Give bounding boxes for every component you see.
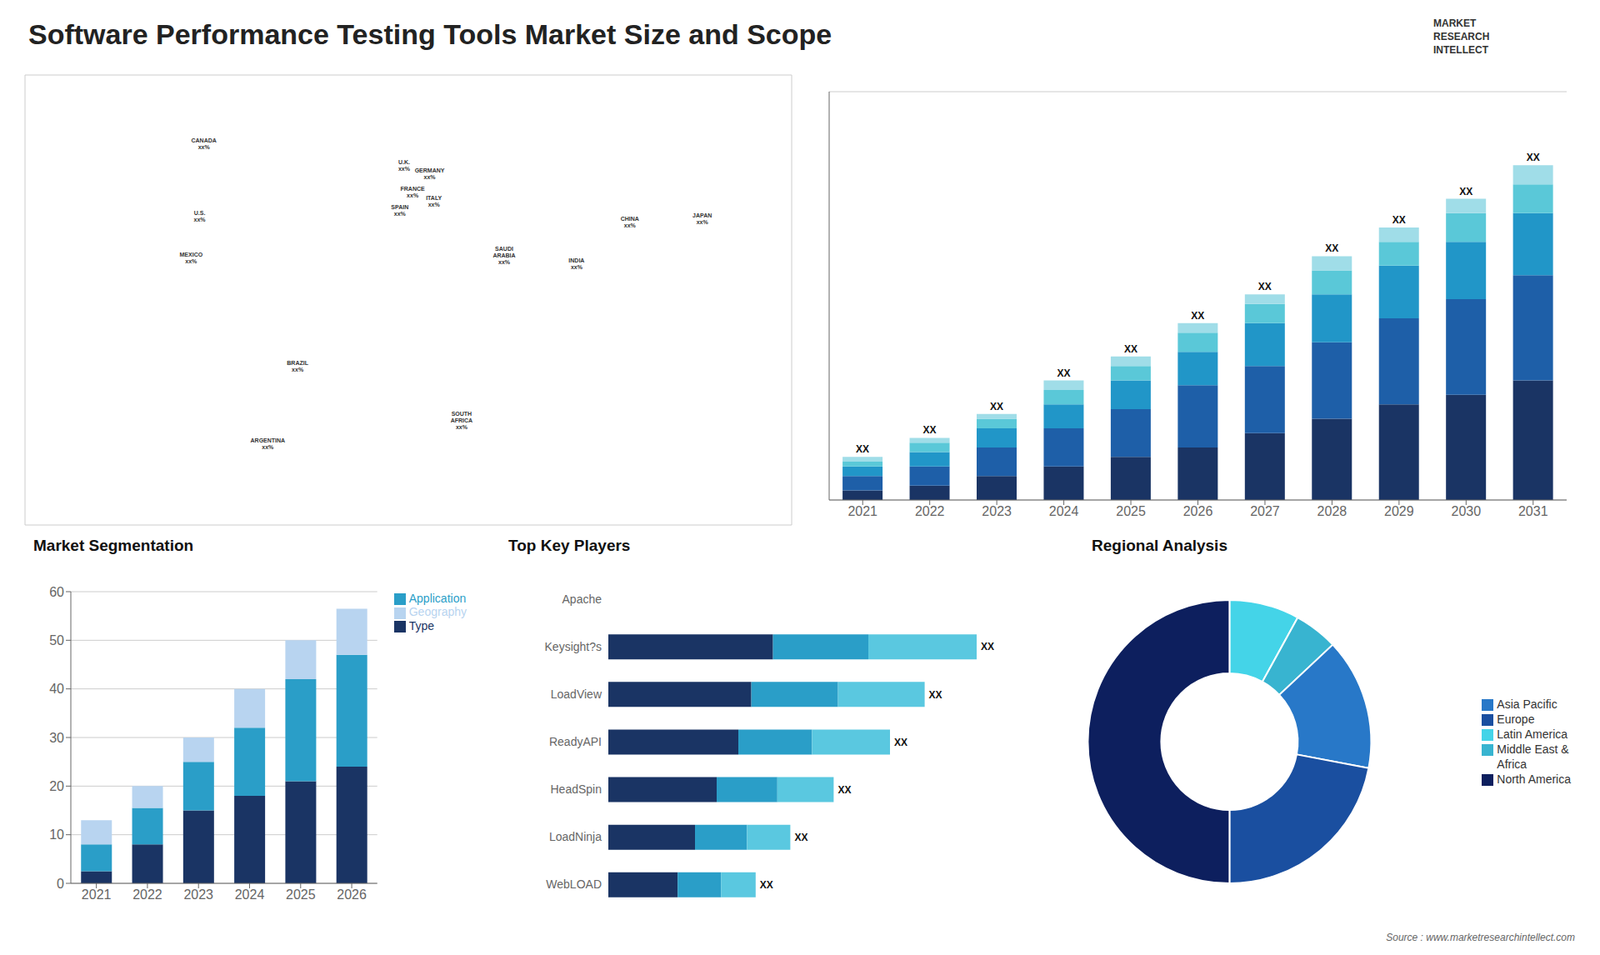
svg-text:SPAINxx%: SPAINxx% (390, 204, 409, 217)
svg-text:CHINAxx%: CHINAxx% (620, 215, 640, 229)
svg-text:2029: 2029 (1384, 504, 1415, 519)
svg-text:SOUTHAFRICAxx%: SOUTHAFRICAxx% (450, 410, 473, 430)
svg-text:XX: XX (1526, 151, 1540, 164)
svg-text:XX: XX (1325, 242, 1339, 255)
svg-text:2027: 2027 (1250, 504, 1280, 519)
svg-text:2024: 2024 (1049, 504, 1080, 519)
svg-text:WebLOAD: WebLOAD (545, 877, 602, 891)
svg-text:2022: 2022 (132, 887, 163, 902)
svg-text:XX: XX (929, 689, 943, 701)
svg-text:XX: XX (990, 400, 1004, 413)
svg-text:U.S.xx%: U.S.xx% (194, 210, 207, 223)
svg-text:ITALYxx%: ITALYxx% (425, 195, 442, 208)
svg-text:ARGENTINAxx%: ARGENTINAxx% (250, 437, 286, 450)
svg-text:50: 50 (49, 633, 65, 648)
svg-text:XX: XX (1124, 343, 1138, 355)
svg-text:2025: 2025 (285, 887, 316, 902)
svg-text:XX: XX (1056, 367, 1070, 380)
svg-text:2023: 2023 (981, 504, 1012, 519)
svg-text:2021: 2021 (81, 887, 112, 902)
svg-text:40: 40 (49, 681, 65, 696)
html-text:Market Segmentation: Market Segmentation (33, 536, 194, 555)
html-text:Type: Type (408, 618, 435, 633)
svg-text:2026: 2026 (336, 887, 367, 902)
svg-text:ReadyAPI: ReadyAPI (549, 735, 602, 749)
svg-text:SAUDIARABIAxx%: SAUDIARABIAxx% (492, 245, 515, 265)
svg-text:Keysight?s: Keysight?s (545, 640, 602, 654)
svg-text:2025: 2025 (1115, 504, 1146, 519)
html-text:Source : www.marketresearchint: Source : www.marketresearchintellect.com (1386, 931, 1575, 944)
html-text:Application: Application (408, 591, 466, 605)
html-text:Software Performance Testing T: Software Performance Testing Tools Marke… (28, 18, 832, 50)
svg-text:CANADAxx%: CANADAxx% (190, 137, 216, 150)
svg-text:BRAZILxx%: BRAZILxx% (286, 360, 309, 373)
svg-text:XX: XX (1459, 185, 1473, 198)
svg-text:HeadSpin: HeadSpin (550, 782, 603, 796)
svg-text:2022: 2022 (915, 504, 945, 519)
html-text:Europe: Europe (1496, 712, 1535, 726)
svg-text:XX: XX (894, 736, 908, 749)
svg-text:10: 10 (49, 827, 65, 842)
svg-text:Apache: Apache (562, 592, 603, 606)
svg-text:INDIAxx%: INDIAxx% (568, 257, 585, 270)
html-text:Top Key Players: Top Key Players (508, 536, 631, 555)
svg-text:60: 60 (49, 585, 65, 600)
svg-text:MEXICOxx%: MEXICOxx% (180, 251, 204, 265)
html-text:MARKET: MARKET (1433, 17, 1477, 30)
html-text:North America: North America (1496, 772, 1571, 786)
svg-text:XX: XX (794, 831, 808, 844)
svg-text:XX: XX (923, 424, 937, 436)
svg-text:2021: 2021 (847, 504, 878, 519)
svg-text:2028: 2028 (1317, 504, 1348, 519)
svg-text:LoadNinja: LoadNinja (549, 830, 602, 844)
svg-text:2023: 2023 (183, 887, 214, 902)
svg-text:JAPANxx%: JAPANxx% (692, 212, 712, 225)
svg-text:0: 0 (56, 876, 65, 891)
html-text:RESEARCH: RESEARCH (1433, 30, 1490, 43)
svg-text:XX: XX (1190, 310, 1205, 322)
svg-text:XX: XX (837, 784, 851, 796)
svg-text:LoadView: LoadView (550, 687, 603, 701)
html-text:Latin America: Latin America (1496, 727, 1568, 741)
svg-text:2026: 2026 (1183, 504, 1214, 519)
svg-text:U.K.xx%: U.K.xx% (398, 159, 411, 172)
svg-text:XX: XX (980, 640, 995, 653)
html-text:Regional Analysis: Regional Analysis (1091, 536, 1228, 555)
svg-text:XX: XX (855, 443, 870, 455)
svg-text:XX: XX (760, 879, 774, 891)
html-text:Geography: Geography (408, 605, 467, 619)
svg-text:XX: XX (1258, 280, 1272, 293)
html-text:INTELLECT: INTELLECT (1433, 44, 1489, 56)
svg-text:2031: 2031 (1518, 504, 1549, 519)
svg-text:2030: 2030 (1451, 504, 1482, 519)
svg-text:30: 30 (49, 730, 65, 745)
svg-text:GERMANYxx%: GERMANYxx% (415, 167, 445, 180)
svg-text:XX: XX (1392, 214, 1406, 226)
html-text:Asia Pacific: Asia Pacific (1496, 697, 1558, 711)
html-text:Middle East & Africa: Middle East & Africa (1496, 742, 1569, 771)
svg-text:FRANCExx%: FRANCExx% (400, 185, 425, 199)
svg-text:2024: 2024 (235, 887, 265, 902)
svg-text:20: 20 (49, 779, 65, 794)
